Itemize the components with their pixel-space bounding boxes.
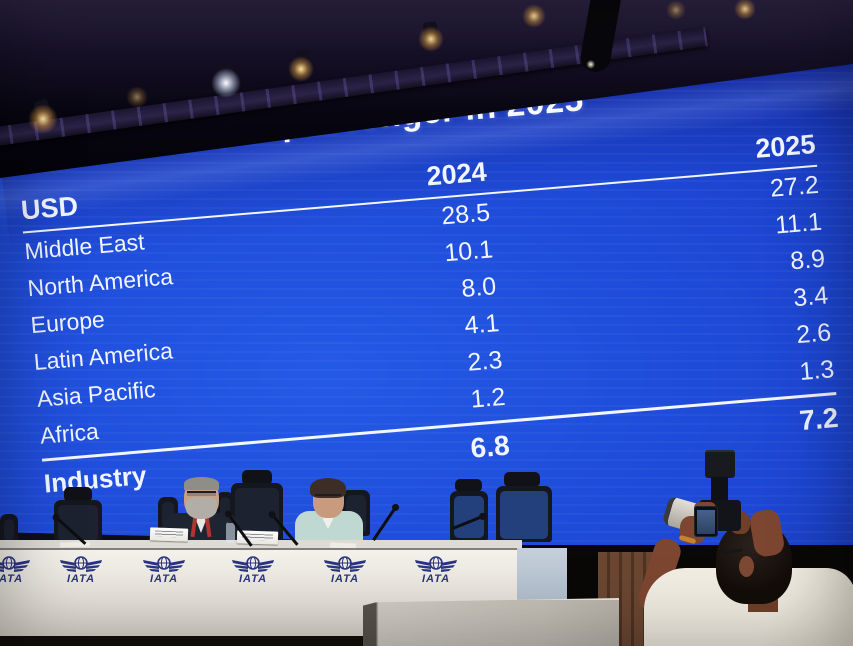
chair-headrest [64, 487, 92, 502]
spotlight-glow [734, 0, 756, 20]
iata-logo: IATA [141, 554, 187, 590]
smartphone [694, 506, 718, 537]
glasses [315, 494, 341, 498]
iata-logo-text: IATA [66, 573, 96, 585]
iata-logo-text: IATA [149, 573, 179, 585]
spotlight-glow [666, 0, 686, 20]
desk-edge-shadow [0, 548, 522, 551]
chair-headrest [504, 472, 540, 487]
winged-globe-icon [0, 556, 30, 572]
gray-beard [186, 497, 217, 519]
spotlight-glow [288, 56, 314, 82]
phone-screen [697, 510, 715, 534]
spotlight-glow [522, 4, 546, 28]
winged-globe-icon [324, 556, 366, 572]
iata-logo-text: IATA [238, 573, 268, 585]
iata-logo: IATA [322, 554, 368, 590]
chair-headrest [455, 479, 482, 492]
iata-logo-text: IATA [421, 573, 451, 585]
iata-logo: IATA [230, 554, 276, 590]
chair-headrest [242, 470, 272, 485]
value-2024: 6.8 [469, 429, 511, 464]
spotlight-glow [126, 86, 148, 108]
desk-surface [0, 540, 522, 550]
iata-logo: IATA [0, 554, 32, 590]
iata-logo: IATA [58, 554, 104, 590]
spotlight-glow [28, 104, 58, 134]
winged-globe-icon [143, 556, 185, 572]
winged-globe-icon [60, 556, 102, 572]
office-chair [496, 486, 552, 542]
ear [739, 556, 754, 577]
short-dark-hair [310, 478, 346, 498]
iata-logo: IATA [413, 554, 459, 590]
stage-floor [0, 636, 380, 646]
office-chair [0, 514, 18, 544]
gray-hair [184, 477, 219, 490]
iata-logo-text: IATA [330, 573, 360, 585]
camera-flash-body [711, 477, 728, 503]
spotlight-glow [418, 26, 444, 52]
camera-flash-head [705, 450, 735, 478]
spotlight-glow [211, 68, 241, 98]
gray-lectern-box [363, 598, 619, 646]
winged-globe-icon [232, 556, 274, 572]
name-card [149, 527, 189, 542]
glasses [187, 491, 216, 496]
iata-logo-text: IATA [0, 573, 24, 585]
winged-globe-icon [415, 556, 457, 572]
